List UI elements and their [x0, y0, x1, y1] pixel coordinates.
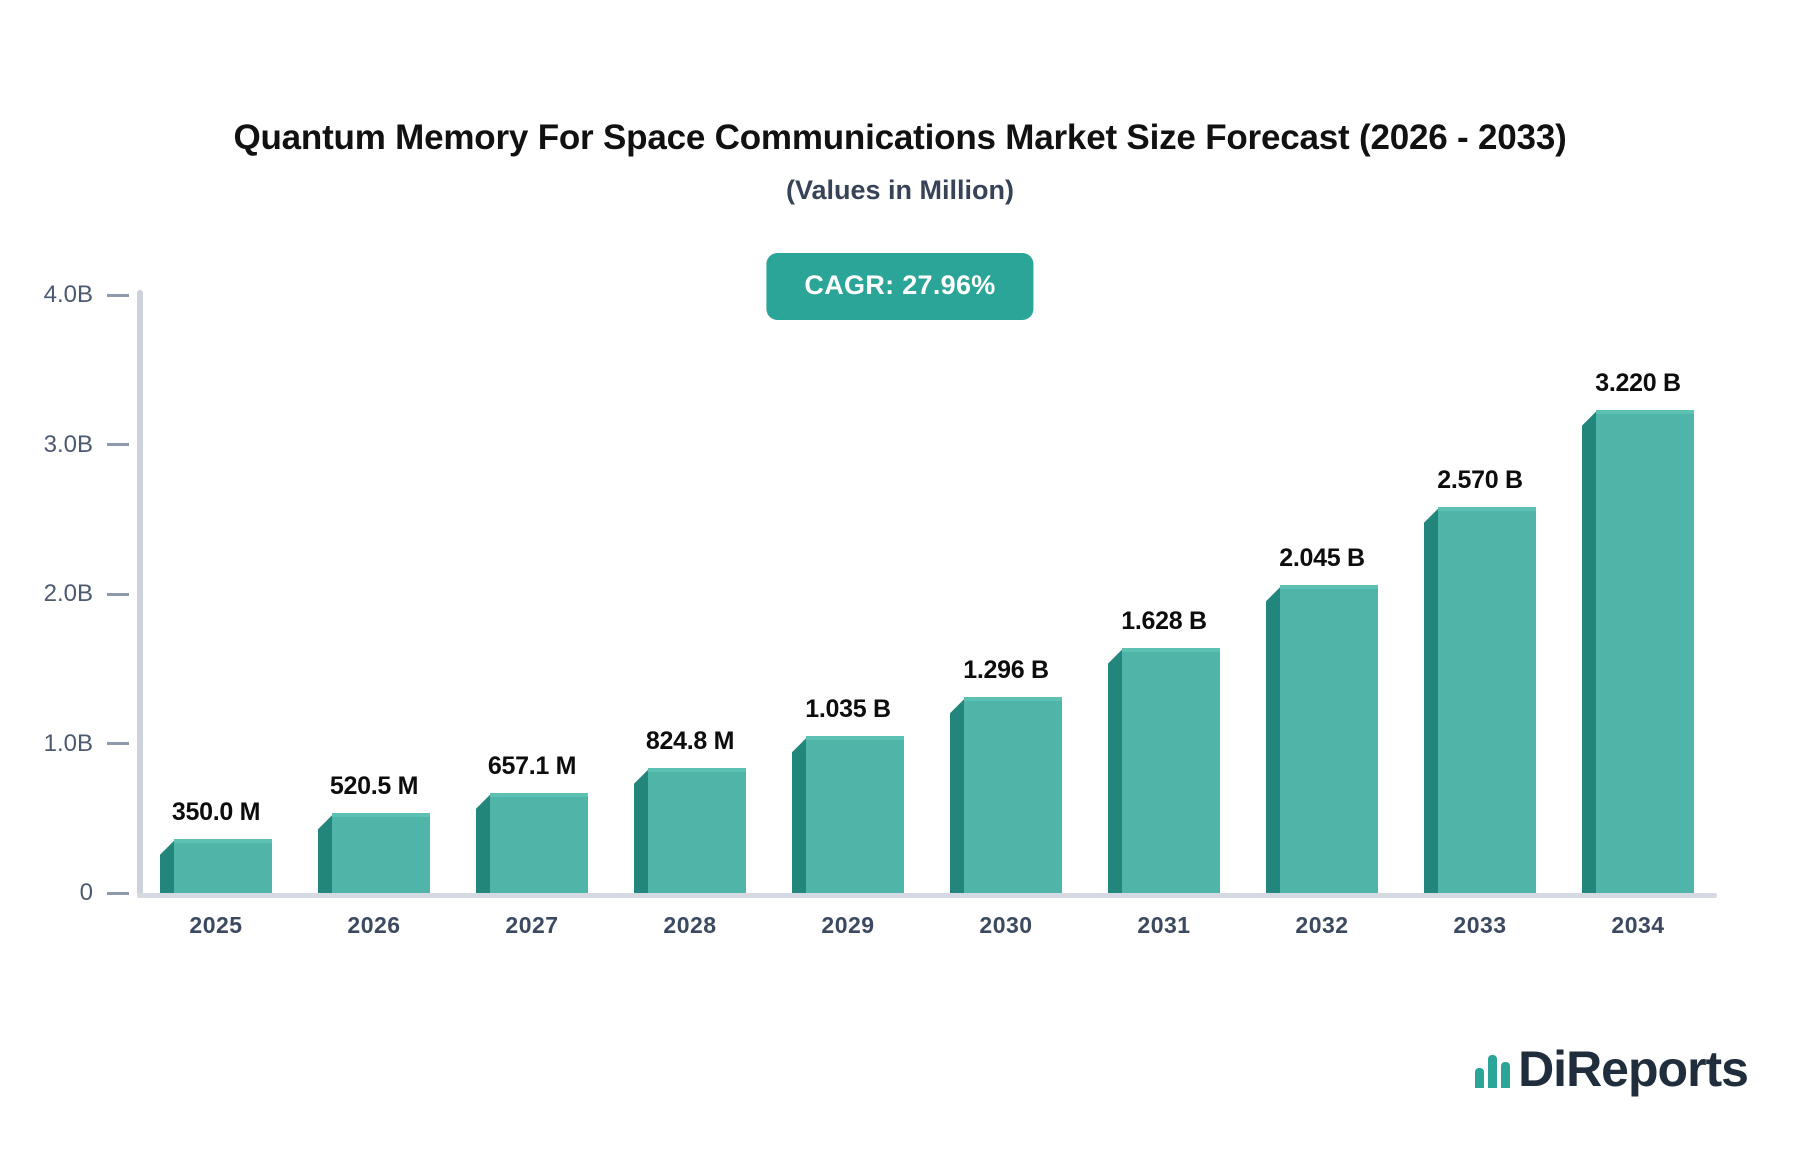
bar-body[interactable]	[634, 767, 746, 893]
bar-body[interactable]	[160, 838, 272, 893]
bar-top-face	[174, 838, 272, 843]
bar-body[interactable]	[476, 792, 588, 893]
direports-logo: DiReports	[1475, 1041, 1749, 1097]
x-tick-2032: 2032	[1295, 912, 1349, 938]
bar-top-face	[1438, 506, 1536, 511]
x-tick-2033: 2033	[1453, 912, 1507, 938]
bar-top-face	[332, 813, 430, 818]
bar-body[interactable]	[1266, 585, 1378, 893]
bar-top-face	[1596, 409, 1694, 414]
bar-front-face	[1438, 508, 1536, 893]
bar-top-face	[1280, 585, 1378, 590]
bar-value-label: 1.628 B	[1121, 606, 1207, 635]
y-tick-dash	[107, 592, 129, 596]
x-tick-2027: 2027	[505, 912, 559, 938]
bar-top-face	[806, 736, 904, 741]
y-tick-label: 0	[79, 879, 93, 906]
bar-value-label: 2.045 B	[1279, 544, 1365, 573]
bar-value-label: 520.5 M	[329, 772, 419, 801]
logo-text: DiReports	[1518, 1041, 1749, 1097]
y-tick-dash	[107, 443, 129, 446]
bar-front-face	[490, 794, 588, 893]
x-tick-2034: 2034	[1611, 912, 1665, 938]
bar-front-face	[1122, 649, 1220, 893]
bar-top-face	[648, 767, 746, 772]
bar-front-face	[648, 769, 746, 893]
y-tick-dash	[107, 742, 129, 745]
bar-front-face	[174, 840, 272, 893]
y-tick-label: 1.0B	[43, 729, 93, 757]
bar-front-face	[806, 738, 904, 893]
x-tick-2030: 2030	[979, 912, 1033, 938]
bar-value-label: 1.296 B	[963, 656, 1049, 685]
y-tick-dash	[107, 293, 129, 297]
bar-top-face	[964, 697, 1062, 702]
cagr-badge: CAGR: 27.96%	[766, 253, 1034, 320]
y-tick-label: 3.0B	[43, 430, 93, 458]
bar-value-label: 350.0 M	[171, 797, 261, 826]
bar-value-label: 1.035 B	[805, 695, 891, 724]
bar-top-face	[490, 792, 588, 797]
bar-side-face	[160, 840, 174, 893]
bar-value-label: 3.220 B	[1595, 368, 1681, 397]
x-tick-2026: 2026	[347, 912, 401, 938]
bar-side-face	[318, 815, 332, 893]
plot-area: 350.0 M 520.5 M 657.1 M 824.8 M 1.035 B 1.296…	[137, 295, 1717, 893]
bar-side-face	[634, 769, 648, 893]
bar-side-face	[1108, 649, 1122, 893]
bar-body[interactable]	[1424, 506, 1536, 893]
bar-front-face	[1280, 587, 1378, 893]
bar-value-label: 2.570 B	[1437, 465, 1523, 494]
y-tick-dash	[107, 891, 129, 895]
bar-front-face	[332, 815, 430, 893]
bar-value-label: 657.1 M	[487, 751, 577, 780]
bar-side-face	[1424, 508, 1438, 893]
x-axis-line	[137, 893, 1717, 898]
bar-body[interactable]	[1108, 647, 1220, 893]
y-axis-line	[137, 290, 143, 896]
chart-title: Quantum Memory For Space Communications …	[233, 118, 1567, 157]
bar-value-label: 824.8 M	[645, 726, 735, 755]
y-tick-label: 4.0B	[43, 281, 93, 308]
x-tick-2029: 2029	[821, 912, 875, 938]
bar-body[interactable]	[318, 813, 430, 893]
y-tick-label: 2.0B	[43, 580, 93, 607]
bar-chart-icon	[1475, 1050, 1511, 1088]
bar-side-face	[1582, 411, 1596, 893]
chart-subtitle: (Values in Million)	[785, 175, 1015, 205]
bar-front-face	[964, 699, 1062, 893]
x-tick-2025: 2025	[189, 912, 243, 938]
bar-side-face	[950, 699, 964, 893]
bar-body[interactable]	[792, 736, 904, 893]
bar-top-face	[1122, 647, 1220, 652]
x-tick-2031: 2031	[1137, 912, 1191, 938]
bar-side-face	[476, 794, 490, 893]
bar-side-face	[792, 738, 806, 893]
bar-side-face	[1266, 587, 1280, 893]
bar-front-face	[1596, 411, 1694, 893]
bar-body[interactable]	[950, 697, 1062, 893]
x-tick-2028: 2028	[663, 912, 717, 938]
bar-body[interactable]	[1582, 409, 1694, 893]
